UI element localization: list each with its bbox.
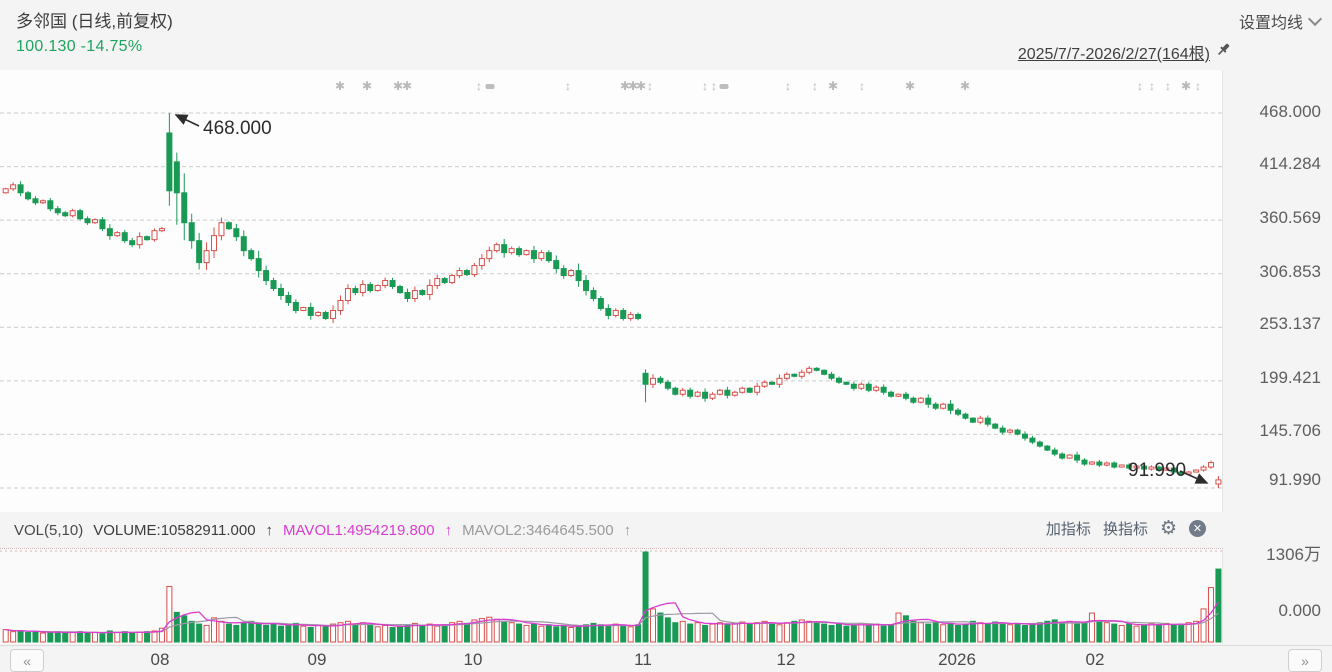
x-axis-label: 2026 <box>938 650 976 669</box>
price-tick: 145.706 <box>1259 421 1321 440</box>
event-pill-icon[interactable] <box>719 84 729 89</box>
split-marker-icon[interactable]: ↕ <box>711 79 717 93</box>
ma-settings-button[interactable]: 设置均线 <box>1238 9 1323 33</box>
split-marker-icon[interactable]: ↕ <box>1165 79 1171 93</box>
high-annotation: 468.000 <box>203 118 272 139</box>
candlestick-svg: 468.000 91.990 <box>0 112 1222 489</box>
mavol1-value-label: MAVOL1:4954219.800 <box>283 521 435 539</box>
low-annotation-arrow <box>1179 470 1209 484</box>
split-marker-icon[interactable]: ↕ <box>1137 79 1143 93</box>
event-star-icon[interactable]: ✱ <box>827 79 839 93</box>
close-icon[interactable]: ✕ <box>1189 520 1206 537</box>
event-star-icon[interactable]: ✱ <box>904 79 916 93</box>
volume-indicator-bar: VOL(5,10) VOLUME:10582911.000 ↑ MAVOL1:4… <box>0 515 1332 545</box>
event-star-icon[interactable]: ✱ <box>627 79 639 93</box>
symbol-title: 多邻国 (日线,前复权) <box>16 12 173 31</box>
x-axis-label: 08 <box>150 650 170 669</box>
volume-axis-min: 0.000 <box>1278 601 1321 620</box>
event-marker-row: ✱ ✱ ✱ ✱ ↕ ↕ ✱ ✱ ✱ ↕ ↕ ↕ ↕ ↕ ✱ ↕ ✱ ✱ ↕ ↕ ↕ ✱ ↕ <box>0 78 1222 98</box>
event-star-icon[interactable]: ✱ <box>401 79 413 93</box>
split-marker-icon[interactable]: ↕ <box>859 79 865 93</box>
split-marker-icon[interactable]: ↕ <box>812 79 818 93</box>
switch-indicator-button[interactable]: 换指标 <box>1102 521 1148 538</box>
candlestick-chart[interactable]: 468.000 91.990 <box>0 70 1223 512</box>
event-star-icon[interactable]: ✱ <box>635 79 647 93</box>
volume-up-arrow-icon: ↑ <box>265 521 274 539</box>
x-axis-label: 02 <box>1085 650 1105 669</box>
volume-chart[interactable] <box>0 548 1223 644</box>
price-tick: 414.284 <box>1259 154 1321 173</box>
mavol2-up-arrow-icon: ↑ <box>623 521 632 539</box>
scroll-left-button[interactable]: « <box>10 649 44 672</box>
event-star-icon[interactable]: ✱ <box>334 79 346 93</box>
add-indicator-button[interactable]: 加指标 <box>1045 521 1091 538</box>
mavol1-up-arrow-icon: ↑ <box>444 521 453 539</box>
split-marker-icon[interactable]: ↕ <box>647 79 653 93</box>
x-axis-label: 11 <box>634 650 652 669</box>
price-tick: 91.990 <box>1269 470 1321 489</box>
chevron-down-icon <box>1307 11 1323 27</box>
ma-settings-label: 设置均线 <box>1238 15 1303 32</box>
time-axis: « » 08 09 10 11 12 2026 02 <box>0 645 1332 672</box>
split-marker-icon[interactable]: ↕ <box>1195 79 1201 93</box>
low-annotation: 91.990 <box>1128 460 1186 481</box>
volume-svg <box>0 550 1222 643</box>
price-tick: 199.421 <box>1259 368 1321 387</box>
x-axis-label: 12 <box>776 650 796 669</box>
event-star-icon[interactable]: ✱ <box>361 79 373 93</box>
date-range-link[interactable]: 2025/7/7-2026/2/27(164根) <box>1017 46 1210 63</box>
high-annotation-arrow <box>174 114 200 127</box>
volume-axis-max: 1306万 <box>1266 545 1321 564</box>
vol-indicator-label[interactable]: VOL(5,10) <box>14 521 84 539</box>
price-quote: 100.130 -14.75% <box>16 38 143 55</box>
x-axis-label: 10 <box>463 650 483 669</box>
split-marker-icon[interactable]: ↕ <box>785 79 791 93</box>
event-star-icon[interactable]: ✱ <box>1180 79 1192 93</box>
event-star-icon[interactable]: ✱ <box>619 79 631 93</box>
gear-icon[interactable]: ⚙ <box>1159 518 1177 539</box>
price-tick: 253.137 <box>1259 314 1321 333</box>
split-marker-icon[interactable]: ↕ <box>565 79 571 93</box>
mavol2-value-label: MAVOL2:3464645.500 <box>462 521 614 539</box>
event-star-icon[interactable]: ✱ <box>959 79 971 93</box>
split-marker-icon[interactable]: ↕ <box>476 79 482 93</box>
event-star-icon[interactable]: ✱ <box>392 79 404 93</box>
event-pill-icon[interactable] <box>485 84 495 89</box>
scroll-right-button[interactable]: » <box>1288 649 1322 672</box>
volume-actions: 加指标 换指标 ⚙ ✕ <box>1046 518 1206 539</box>
price-tick: 360.569 <box>1259 208 1321 227</box>
pin-icon[interactable] <box>1215 41 1232 58</box>
x-axis-label: 09 <box>307 650 327 669</box>
split-marker-icon[interactable]: ↕ <box>702 79 708 93</box>
split-marker-icon[interactable]: ↕ <box>1149 79 1155 93</box>
volume-value-label: VOLUME:10582911.000 <box>93 521 256 539</box>
price-tick: 306.853 <box>1259 262 1321 281</box>
price-tick: 468.000 <box>1259 102 1321 121</box>
